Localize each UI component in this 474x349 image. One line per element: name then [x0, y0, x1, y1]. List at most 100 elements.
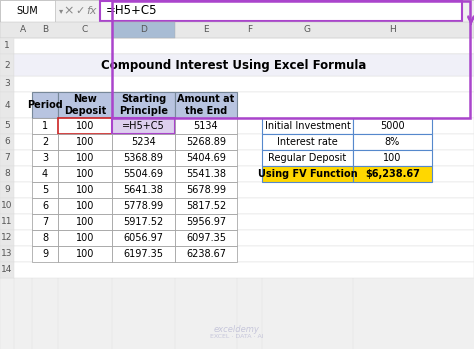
- Bar: [0, 54, 474, 76]
- Bar: [353, 134, 432, 150]
- Bar: [112, 182, 175, 198]
- Text: 5504.69: 5504.69: [124, 169, 164, 179]
- Bar: [0, 92, 474, 118]
- Bar: [0, 38, 14, 54]
- Bar: [32, 182, 58, 198]
- Text: Regular Deposit: Regular Deposit: [268, 153, 346, 163]
- Text: 13: 13: [1, 250, 13, 259]
- Bar: [0, 38, 474, 54]
- Bar: [112, 134, 175, 150]
- Text: B: B: [42, 25, 48, 35]
- Bar: [175, 166, 237, 182]
- Bar: [0, 0, 474, 22]
- Bar: [100, 1, 462, 21]
- Bar: [0, 22, 474, 38]
- Bar: [353, 150, 432, 166]
- Text: 2: 2: [4, 60, 10, 69]
- Text: 5956.97: 5956.97: [186, 217, 226, 227]
- Text: 6056.97: 6056.97: [124, 233, 164, 243]
- Text: 5234: 5234: [131, 137, 156, 147]
- Text: EXCEL · DATA · AI: EXCEL · DATA · AI: [210, 334, 264, 339]
- Bar: [0, 150, 14, 166]
- Text: D: D: [140, 25, 147, 35]
- Text: 5917.52: 5917.52: [123, 217, 164, 227]
- Bar: [58, 118, 112, 134]
- Bar: [58, 150, 112, 166]
- Text: 100: 100: [76, 153, 94, 163]
- Bar: [112, 246, 175, 262]
- Text: $6,238.67: $6,238.67: [365, 169, 420, 179]
- Text: 100: 100: [76, 169, 94, 179]
- Text: 100: 100: [76, 201, 94, 211]
- Text: 5641.38: 5641.38: [124, 185, 164, 195]
- Bar: [112, 214, 175, 230]
- Text: C: C: [82, 25, 88, 35]
- Text: 5134: 5134: [194, 121, 219, 131]
- Text: 2: 2: [42, 137, 48, 147]
- Text: 100: 100: [76, 137, 94, 147]
- Bar: [262, 118, 353, 134]
- Text: 5368.89: 5368.89: [124, 153, 164, 163]
- Text: 9: 9: [4, 186, 10, 194]
- Bar: [112, 92, 175, 118]
- Bar: [175, 92, 237, 118]
- Bar: [0, 150, 474, 166]
- Bar: [58, 198, 112, 214]
- Text: 11: 11: [1, 217, 13, 227]
- Text: New
Deposit: New Deposit: [64, 94, 106, 116]
- Bar: [0, 134, 474, 150]
- Bar: [112, 166, 175, 182]
- Text: exceldemy: exceldemy: [214, 325, 260, 334]
- Bar: [32, 230, 58, 246]
- Bar: [0, 54, 14, 76]
- Bar: [0, 182, 14, 198]
- Text: 5778.99: 5778.99: [123, 201, 164, 211]
- Bar: [175, 230, 237, 246]
- Text: 100: 100: [76, 185, 94, 195]
- Text: Period: Period: [27, 100, 63, 110]
- Bar: [0, 118, 14, 134]
- Text: 100: 100: [76, 121, 94, 131]
- Bar: [32, 166, 58, 182]
- Text: 5: 5: [42, 185, 48, 195]
- Bar: [0, 246, 14, 262]
- Bar: [175, 246, 237, 262]
- Bar: [0, 166, 474, 182]
- Text: G: G: [304, 25, 311, 35]
- Text: E: E: [203, 25, 209, 35]
- Bar: [0, 76, 474, 92]
- Bar: [112, 22, 175, 38]
- Bar: [14, 54, 474, 76]
- Text: =H5+C5: =H5+C5: [122, 121, 165, 131]
- Bar: [0, 198, 14, 214]
- Text: F: F: [247, 25, 252, 35]
- Bar: [58, 214, 112, 230]
- Text: 5678.99: 5678.99: [186, 185, 226, 195]
- Text: Initial Investment: Initial Investment: [264, 121, 350, 131]
- Text: 10: 10: [1, 201, 13, 210]
- Bar: [175, 198, 237, 214]
- Text: 9: 9: [42, 249, 48, 259]
- Text: 4: 4: [42, 169, 48, 179]
- Text: Using FV Function: Using FV Function: [258, 169, 357, 179]
- Text: fx: fx: [87, 6, 97, 16]
- Text: 5541.38: 5541.38: [186, 169, 226, 179]
- Bar: [112, 230, 175, 246]
- Bar: [32, 198, 58, 214]
- Text: 7: 7: [42, 217, 48, 227]
- Text: 1: 1: [42, 121, 48, 131]
- Bar: [353, 166, 432, 182]
- Text: 7: 7: [4, 154, 10, 163]
- Bar: [262, 150, 353, 166]
- Bar: [0, 214, 14, 230]
- Text: H: H: [389, 25, 396, 35]
- Text: 6197.35: 6197.35: [124, 249, 164, 259]
- Bar: [58, 230, 112, 246]
- Bar: [175, 150, 237, 166]
- Text: 3: 3: [4, 80, 10, 89]
- Bar: [0, 214, 474, 230]
- Bar: [32, 214, 58, 230]
- Bar: [32, 150, 58, 166]
- Bar: [0, 92, 14, 118]
- Bar: [0, 166, 14, 182]
